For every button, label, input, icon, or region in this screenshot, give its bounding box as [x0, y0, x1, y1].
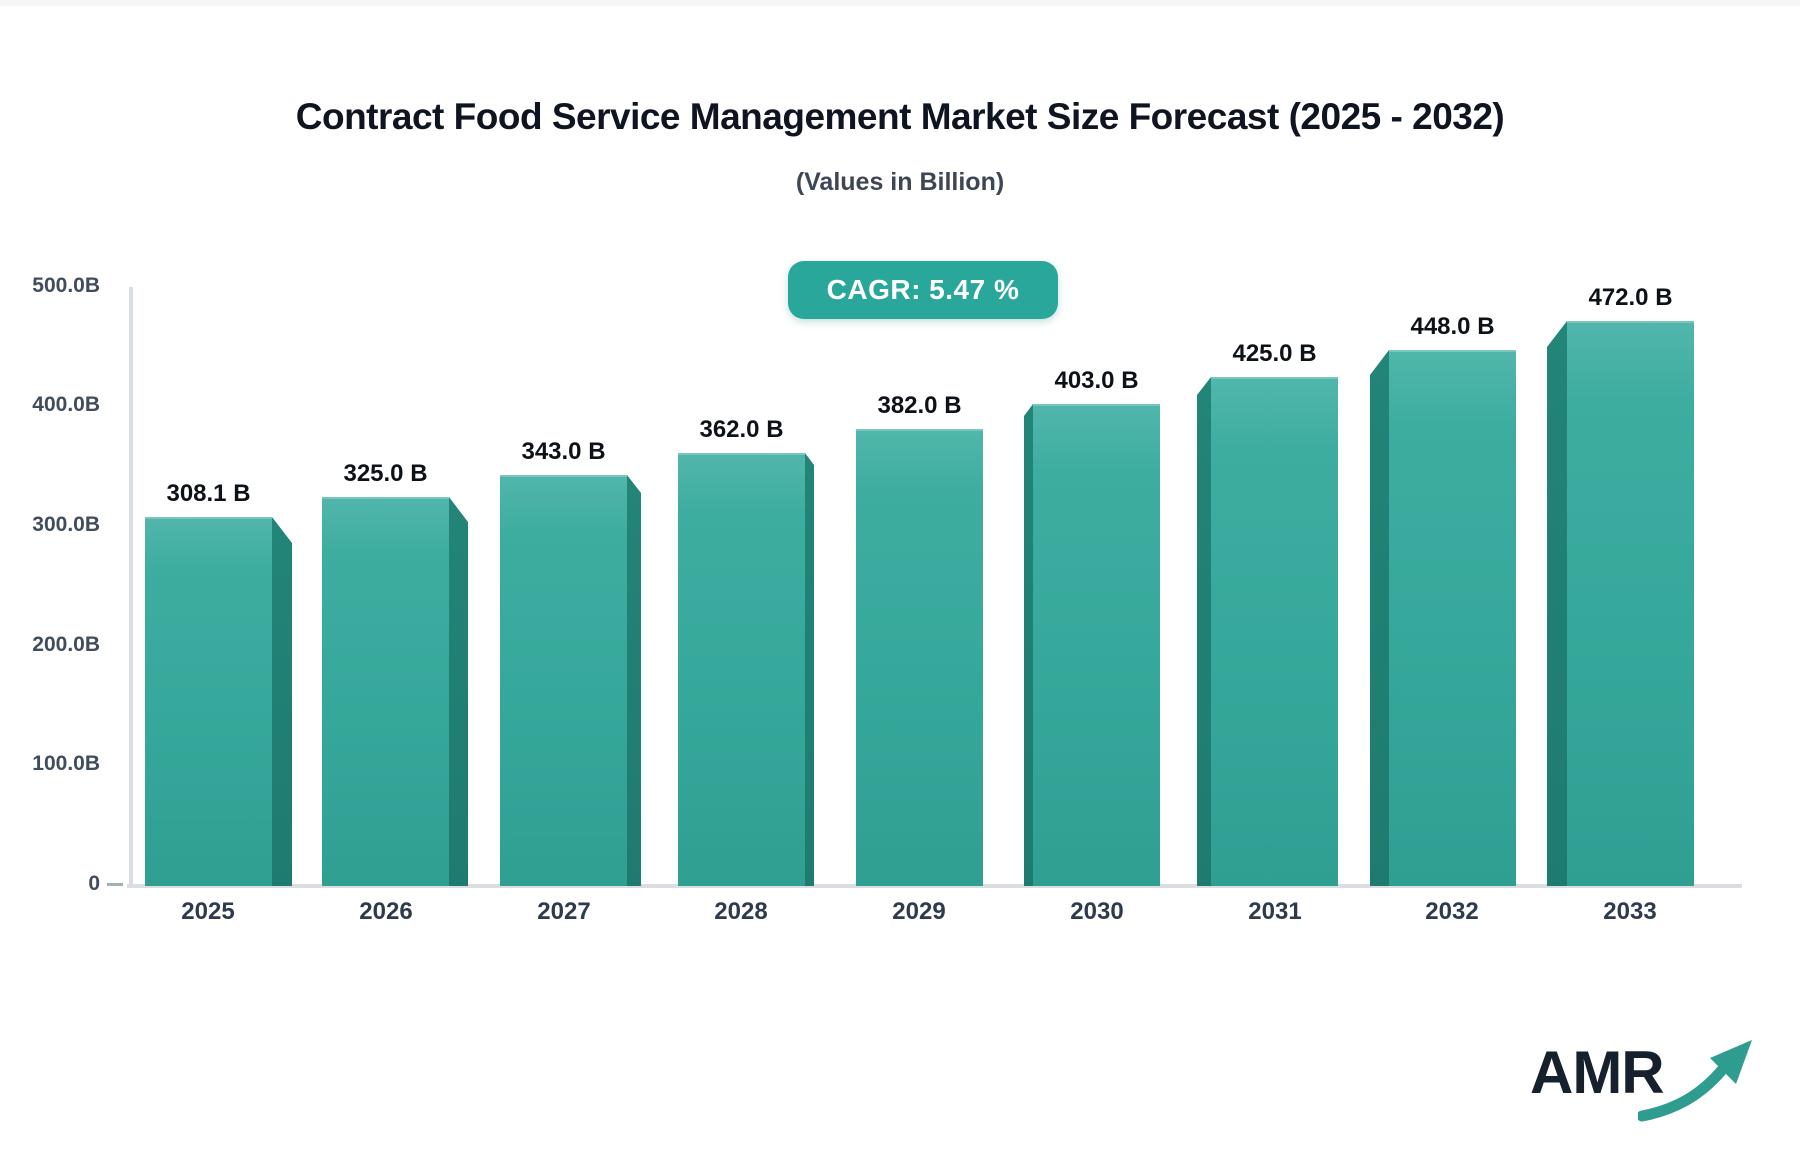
bar-3d-side — [1547, 321, 1567, 886]
bar-2025: 308.1 B — [145, 480, 292, 886]
bar-2028: 362.0 B — [678, 416, 814, 886]
bar-value-label: 325.0 B — [343, 460, 428, 487]
cagr-badge-label: CAGR: 5.47 % — [826, 274, 1020, 305]
x-tick-label-2029: 2029 — [892, 898, 946, 925]
x-tick-label-2025: 2025 — [181, 898, 235, 925]
y-tick-label: 500.0B — [32, 273, 100, 297]
bar-value-label: 403.0 B — [1054, 367, 1139, 394]
cagr-badge: CAGR: 5.47 % — [788, 261, 1058, 319]
bar-2032: 448.0 B — [1370, 313, 1516, 886]
x-tick-label-2033: 2033 — [1603, 898, 1657, 925]
y-tick-label: 400.0B — [32, 393, 100, 417]
x-tick-label-2031: 2031 — [1248, 898, 1302, 925]
x-tick-label-2028: 2028 — [714, 898, 768, 925]
bar-2033: 472.0 B — [1547, 284, 1694, 886]
y-tick-label: 100.0B — [32, 752, 100, 776]
chart-title: Contract Food Service Management Market … — [295, 96, 1505, 137]
bar-2030: 403.0 B — [1024, 367, 1160, 886]
bar-2031: 425.0 B — [1197, 340, 1338, 886]
bar-3d-side — [1197, 377, 1211, 886]
bar-value-label: 308.1 B — [166, 480, 251, 507]
bar-2029: 382.0 B — [856, 392, 983, 886]
bar-value-label: 362.0 B — [699, 416, 784, 443]
trend-up-arrow-icon — [1638, 1040, 1752, 1122]
top-edge-strip — [0, 0, 1800, 6]
bar-value-label: 343.0 B — [521, 438, 606, 465]
y-tick-label: 200.0B — [32, 632, 100, 656]
bar-2026: 325.0 B — [322, 460, 468, 886]
y-axis-line — [129, 287, 133, 886]
zero-tick-mark — [107, 883, 123, 886]
bar-3d-side — [1370, 350, 1389, 886]
x-tick-label-2032: 2032 — [1425, 898, 1479, 925]
amr-logo: AMR — [1520, 1032, 1760, 1132]
x-tick-label-2030: 2030 — [1070, 898, 1124, 925]
bar-value-label: 382.0 B — [877, 392, 962, 419]
bar-value-label: 472.0 B — [1588, 284, 1673, 311]
bar-3d-side — [627, 475, 641, 886]
bar-3d-side — [805, 453, 814, 886]
x-axis-line — [127, 884, 1742, 888]
bar-3d-side — [272, 517, 292, 886]
bar-3d-side — [1024, 404, 1033, 886]
amr-logo-text: AMR — [1530, 1039, 1665, 1106]
bar-value-label: 425.0 B — [1232, 340, 1317, 367]
bar-value-label: 448.0 B — [1410, 313, 1495, 340]
bar-2027: 343.0 B — [500, 438, 641, 886]
chart-subtitle: (Values in Billion) — [795, 168, 1005, 196]
x-tick-label-2026: 2026 — [359, 898, 413, 925]
y-tick-label: 300.0B — [32, 512, 100, 536]
y-tick-label: 0 — [88, 872, 100, 895]
x-tick-label-2027: 2027 — [537, 898, 591, 925]
bar-3d-side — [449, 497, 468, 886]
